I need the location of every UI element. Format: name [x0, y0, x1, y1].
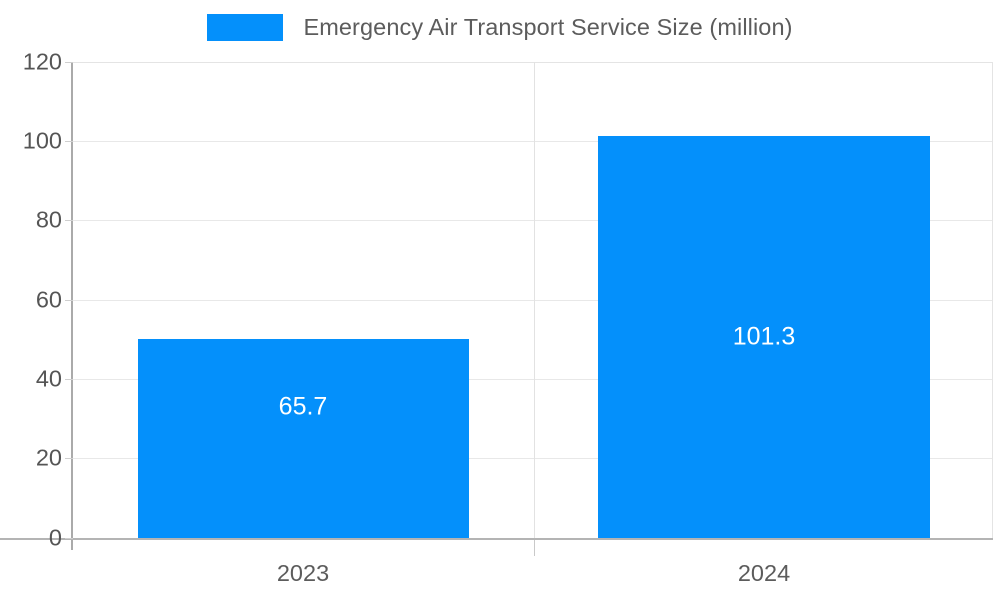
x-axis-label-2024: 2024: [737, 560, 791, 586]
y-tick-mark-100: [65, 141, 73, 142]
x-axis-tick-mid: [534, 540, 535, 556]
vertical-gridline-category-boundary: [534, 62, 535, 538]
y-tick-mark-40: [65, 379, 73, 380]
y-tick-mark-120: [65, 62, 73, 63]
gridline-80: [73, 220, 993, 221]
gridline-40: [73, 379, 993, 380]
legend-item-label: Emergency Air Transport Service Size (mi…: [303, 13, 793, 40]
x-axis-label-2023: 2023: [276, 560, 330, 586]
bar-2024[interactable]: [598, 136, 930, 539]
y-tick-mark-20: [65, 458, 73, 459]
legend-color-swatch-icon: [207, 13, 284, 41]
bar-2023[interactable]: [138, 339, 469, 539]
y-axis-label-0: 0: [48, 524, 62, 551]
y-axis-label-40: 40: [35, 365, 62, 392]
gridline-60: [73, 300, 993, 301]
y-axis-line: [71, 62, 73, 550]
y-tick-mark-60: [65, 300, 73, 301]
bar-value-label-2023: 65.7: [278, 392, 328, 421]
plot-area: 65.7 101.3: [73, 62, 993, 539]
y-tick-mark-80: [65, 220, 73, 221]
y-axis-label-20: 20: [35, 444, 62, 471]
x-axis-line: [0, 538, 993, 540]
gridline-100: [73, 141, 993, 142]
gridline-120: [73, 62, 993, 63]
chart-legend: Emergency Air Transport Service Size (mi…: [0, 10, 1000, 44]
bar-value-label-2024: 101.3: [732, 322, 796, 351]
plot-right-border: [992, 62, 993, 538]
y-axis-label-120: 120: [22, 48, 62, 75]
legend-item-emergency-air-transport[interactable]: Emergency Air Transport Service Size (mi…: [207, 13, 793, 41]
gridline-20: [73, 458, 993, 459]
y-axis-label-60: 60: [35, 286, 62, 313]
y-tick-mark-0: [65, 538, 73, 539]
y-axis-label-80: 80: [35, 206, 62, 233]
y-axis-label-100: 100: [22, 127, 62, 154]
